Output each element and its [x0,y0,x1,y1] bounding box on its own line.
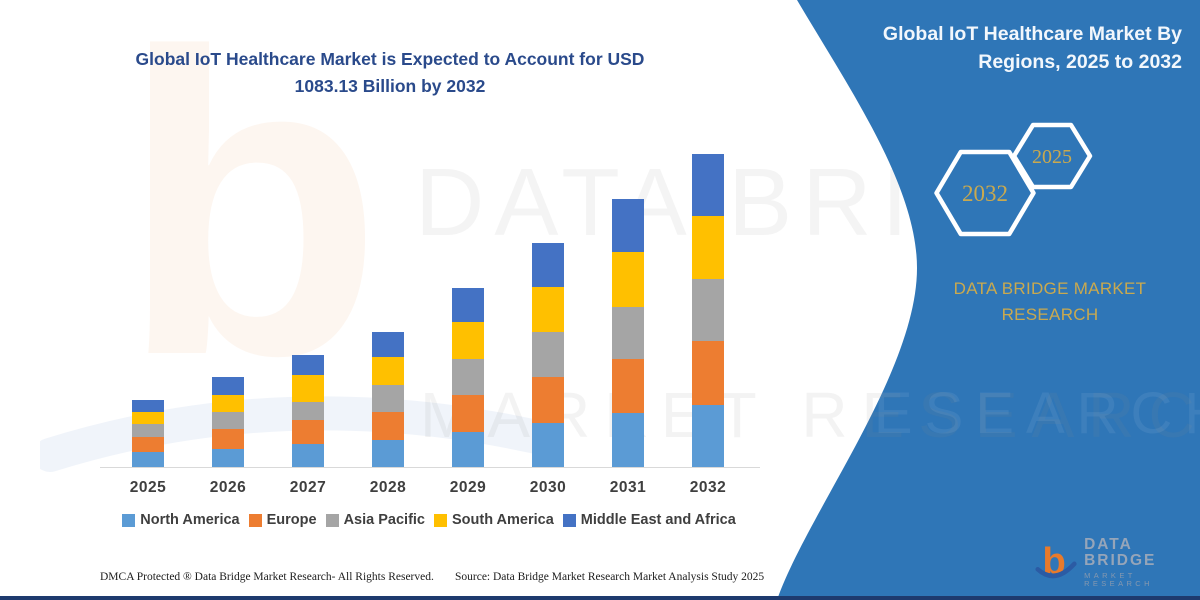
stacked-bar-2028 [372,332,404,467]
logo-name: DATA BRIDGE [1084,536,1157,569]
segment-2032-asia-pacific [692,279,724,342]
segment-2026-south-america [212,395,244,413]
segment-2032-europe [692,341,724,405]
legend-swatch [325,513,339,527]
x-tick-label-2032: 2032 [689,479,727,496]
blue-panel-shape [777,0,1200,600]
segment-2030-north-america [532,422,564,467]
panel-watermark-text: RESEARCH [820,381,1200,446]
segment-2032-middle-east-and-africa [692,154,724,216]
legend-item-north-america: North America [122,512,240,528]
logo-tagline: MARKET RESEARCH [1084,571,1153,588]
segment-2031-europe [612,358,644,413]
stacked-bar-2026 [212,377,244,467]
legend-item-south-america: South America [434,512,554,528]
legend-label: South America [452,512,554,528]
x-tick-label-2030: 2030 [529,479,567,496]
hexagon-2025-label: 2025 [1032,146,1072,168]
segment-2029-europe [452,395,484,432]
dmca-notice: DMCA Protected ® Data Bridge Market Rese… [100,571,434,583]
x-tick-label-2027: 2027 [289,479,327,496]
x-tick-label-2028: 2028 [369,479,407,496]
segment-2026-north-america [212,448,244,467]
segment-2029-asia-pacific [452,358,484,396]
stacked-bar-2030 [532,242,564,467]
segment-2030-asia-pacific [532,331,564,378]
segment-2028-south-america [372,357,404,386]
segment-2031-north-america [612,413,644,467]
legend-label: Europe [266,512,317,528]
segment-2028-north-america [372,440,404,467]
segment-2031-south-america [612,252,644,308]
x-tick-label-2031: 2031 [609,479,647,496]
x-tick-label-2025: 2025 [129,479,167,496]
segment-2031-middle-east-and-africa [612,199,644,253]
stacked-bar-2025 [132,399,164,467]
hexagon-2032 [934,149,1036,237]
legend-label: North America [140,512,240,528]
legend-swatch [562,513,576,527]
x-tick-label-2026: 2026 [209,479,247,496]
logo-b-icon: b [1035,540,1077,583]
chart-title: Global IoT Healthcare Market is Expected… [135,49,645,97]
segment-2029-south-america [452,322,484,359]
panel-title: Global IoT Healthcare Market By Regions,… [882,23,1182,74]
brand-text: DATA BRIDGE MARKET RESEARCH [953,279,1147,325]
segment-2030-south-america [532,287,564,332]
segment-2027-middle-east-and-africa [292,354,324,376]
source-note: Source: Data Bridge Market Research Mark… [455,571,765,583]
x-axis-line [100,467,760,468]
legend-item-asia-pacific: Asia Pacific [325,512,425,528]
segment-2026-asia-pacific [212,412,244,429]
legend-swatch [248,513,262,527]
legend-item-middle-east-and-africa: Middle East and Africa [562,512,736,528]
segment-2027-europe [292,420,324,444]
segment-2027-asia-pacific [292,402,324,421]
segment-2031-asia-pacific [612,307,644,359]
stacked-bar-2029 [452,288,484,467]
segment-2027-south-america [292,375,324,403]
legend-swatch [122,513,136,527]
stacked-bar-2031 [612,199,644,467]
stacked-bar-2027 [292,354,324,467]
stacked-bar-2032 [692,154,724,467]
segment-2030-middle-east-and-africa [532,242,564,288]
legend-swatch [434,513,447,527]
segment-2025-middle-east-and-africa [132,399,164,413]
segment-2029-middle-east-and-africa [452,288,484,323]
legend-item-europe: Europe [248,512,317,528]
x-tick-label-2029: 2029 [449,479,487,496]
segment-2028-asia-pacific [372,385,404,413]
segment-2025-asia-pacific [132,423,164,437]
legend-label: Asia Pacific [343,512,425,528]
segment-2032-south-america [692,215,724,280]
chart-plot-area [100,150,760,468]
segment-2026-europe [212,428,244,449]
segment-2025-europe [132,437,164,452]
hexagon-2025 [1011,122,1093,190]
segment-2025-south-america [132,412,164,424]
logo-swoosh [1035,561,1077,579]
segment-2029-north-america [452,432,484,467]
legend-label: Middle East and Africa [580,512,736,528]
segment-2028-middle-east-and-africa [372,332,404,358]
hexagon-2032-label: 2032 [962,181,1008,206]
segment-2025-north-america [132,452,164,467]
x-axis-labels: 2025 2026 2027 2028 2029 2030 2031 2032 [100,479,760,501]
segment-2028-europe [372,412,404,441]
watermark-logo-b: b [120,0,383,445]
segment-2032-north-america [692,404,724,467]
year-hexagons: 2032 2025 [934,122,1093,237]
bottom-border-bar [0,596,1200,600]
corner-logo: b DATA BRIDGE MARKET RESEARCH [1035,537,1200,587]
segment-2027-north-america [292,443,324,467]
segment-2026-middle-east-and-africa [212,377,244,396]
chart-legend: North America Europe Asia Pacific South Ame… [95,512,763,528]
segment-2030-europe [532,377,564,423]
